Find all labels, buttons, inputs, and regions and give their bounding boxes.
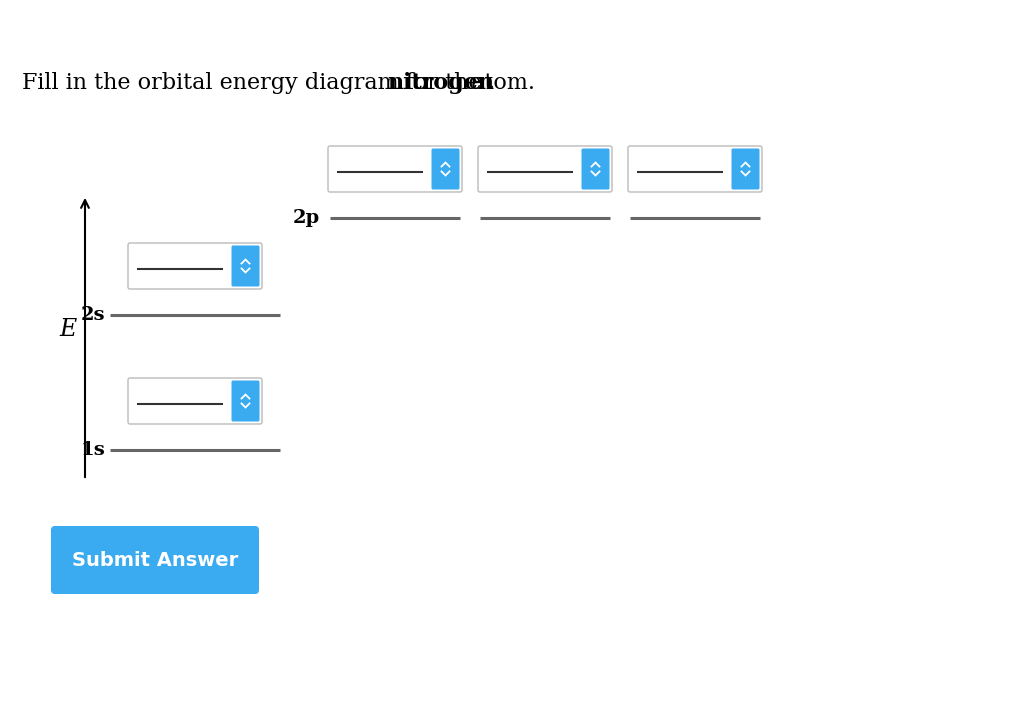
FancyBboxPatch shape — [231, 380, 259, 422]
Text: Fill in the orbital energy diagram for the: Fill in the orbital energy diagram for t… — [22, 72, 488, 94]
FancyBboxPatch shape — [128, 378, 262, 424]
FancyBboxPatch shape — [478, 146, 612, 192]
Text: E: E — [59, 318, 77, 341]
FancyBboxPatch shape — [431, 149, 460, 189]
Text: Submit Answer: Submit Answer — [72, 551, 239, 570]
FancyBboxPatch shape — [628, 146, 762, 192]
Text: nitrogen: nitrogen — [387, 72, 495, 94]
Text: 2s: 2s — [81, 306, 105, 324]
Text: 1s: 1s — [80, 441, 105, 459]
FancyBboxPatch shape — [328, 146, 462, 192]
FancyBboxPatch shape — [51, 526, 259, 594]
FancyBboxPatch shape — [231, 246, 259, 287]
FancyBboxPatch shape — [128, 243, 262, 289]
Text: 2p: 2p — [293, 209, 319, 227]
Text: atom.: atom. — [464, 72, 535, 94]
FancyBboxPatch shape — [582, 149, 609, 189]
FancyBboxPatch shape — [731, 149, 760, 189]
